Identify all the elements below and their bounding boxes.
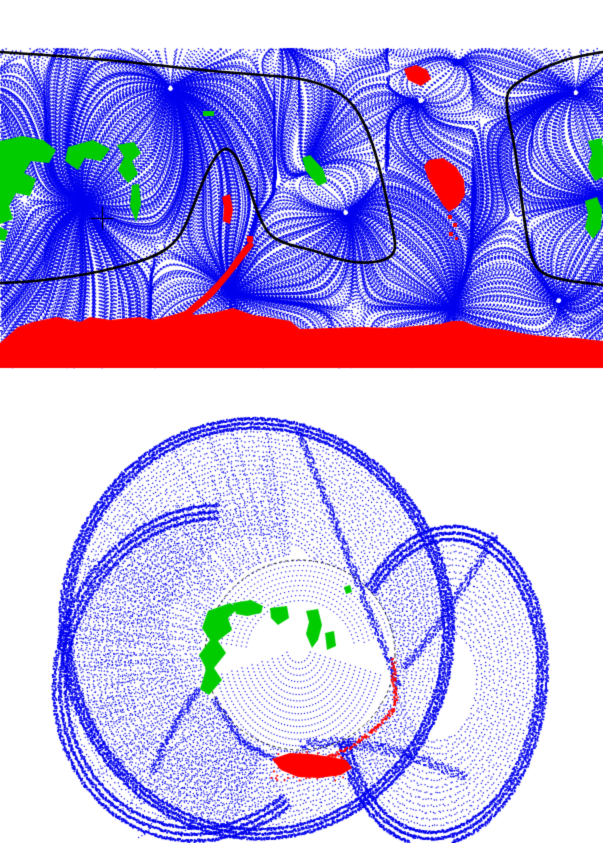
synoptic-map-panel	[0, 0, 603, 378]
sphere-render-panel	[0, 378, 603, 843]
synoptic-map-canvas	[0, 0, 603, 378]
sphere-render-canvas	[0, 378, 603, 843]
